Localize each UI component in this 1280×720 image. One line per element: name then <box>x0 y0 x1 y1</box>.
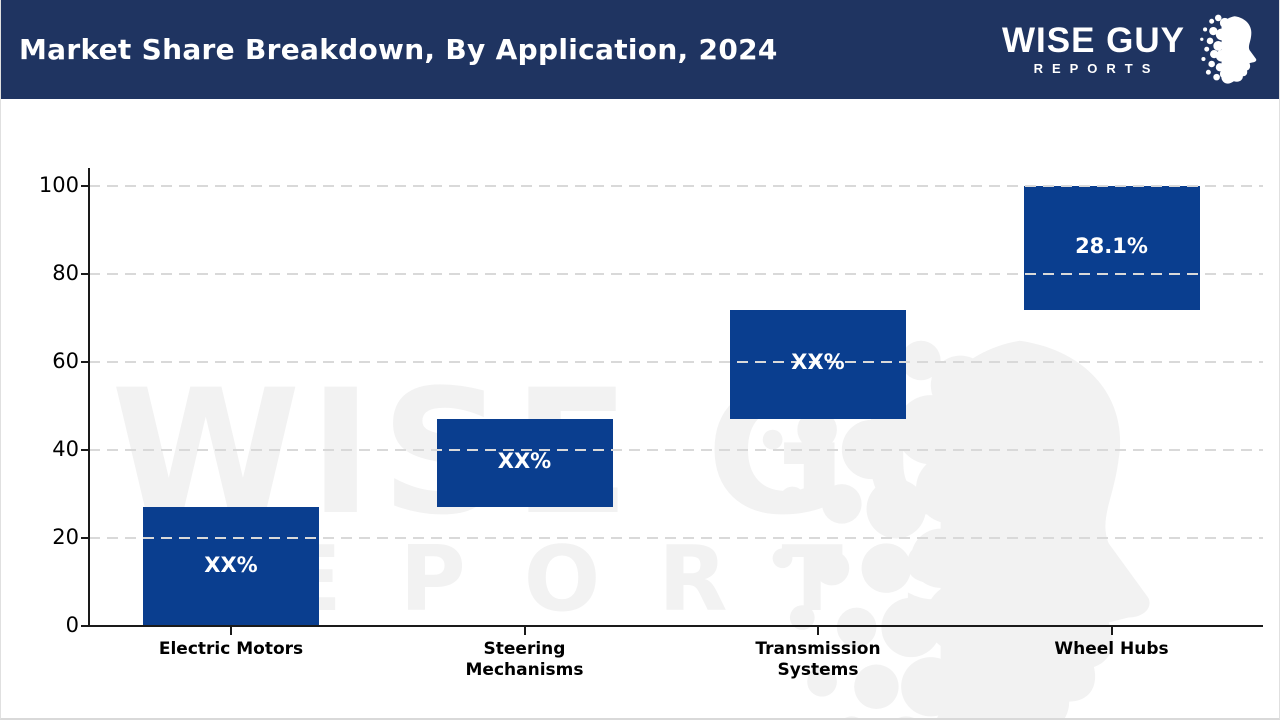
bar-steering-mechanisms <box>436 419 613 508</box>
gridline-60 <box>89 361 1263 363</box>
x-tick-label-line: Mechanisms <box>465 660 584 680</box>
x-tick-label-line: Electric Motors <box>158 639 304 659</box>
y-tick-mark <box>81 449 88 451</box>
chart-area: WISE GU REPORTS 020406080100XX%XX%XX%28.… <box>1 99 1279 718</box>
y-tick-label: 60 <box>52 349 79 373</box>
x-tick-label-electric-motors: Electric Motors <box>111 639 351 660</box>
chart-title: Market Share Breakdown, By Application, … <box>19 33 778 66</box>
bar-wheel-hubs <box>1023 186 1200 310</box>
x-tick-label-line: Wheel Hubs <box>1054 639 1169 659</box>
logo-text: WISE GUY REPORTS <box>1002 23 1185 76</box>
bar-value-label: XX% <box>497 449 552 474</box>
x-axis-spine <box>88 625 1263 627</box>
y-axis-spine <box>88 168 90 627</box>
header-bar: Market Share Breakdown, By Application, … <box>1 0 1279 99</box>
x-tick-label-steering-mechanisms: Steering Mechanisms <box>405 639 645 681</box>
bar-value-label: XX% <box>791 350 845 375</box>
x-tick-mark <box>817 627 819 635</box>
x-tick-label-line: Systems <box>777 660 859 680</box>
x-tick-mark <box>230 627 232 635</box>
logo-face-icon <box>1200 14 1257 84</box>
y-tick-mark <box>81 185 88 187</box>
bar-value-label: 28.1% <box>1075 233 1148 258</box>
x-tick-label-wheel-hubs: Wheel Hubs <box>992 639 1232 660</box>
y-tick-label: 100 <box>38 173 79 197</box>
gridline-20 <box>89 537 1263 539</box>
gridline-40 <box>89 449 1263 451</box>
y-tick-mark <box>81 273 88 275</box>
y-tick-label: 20 <box>52 525 79 549</box>
y-tick-mark <box>81 361 88 363</box>
gridline-80 <box>89 273 1263 275</box>
bar-transmission-systems <box>730 309 906 420</box>
y-tick-mark <box>81 537 88 539</box>
x-tick-label-transmission-systems: Transmission Systems <box>698 639 938 681</box>
y-tick-label: 80 <box>52 261 79 285</box>
y-tick-label: 0 <box>65 613 79 637</box>
wiseguy-logo: WISE GUY REPORTS <box>1002 8 1261 92</box>
bar-value-label: XX% <box>204 552 258 577</box>
gridline-100 <box>89 185 1263 187</box>
x-tick-label-line: Steering <box>483 639 566 659</box>
logo-subtext: REPORTS <box>1033 61 1160 76</box>
x-tick-mark <box>523 627 526 635</box>
x-tick-mark <box>1110 627 1113 635</box>
y-tick-label: 40 <box>52 437 79 461</box>
bar-electric-motors <box>143 507 319 626</box>
x-tick-label-line: Transmission <box>755 639 881 659</box>
logo-wordmark: WISE GUY <box>1001 21 1185 60</box>
y-tick-mark <box>81 625 88 627</box>
